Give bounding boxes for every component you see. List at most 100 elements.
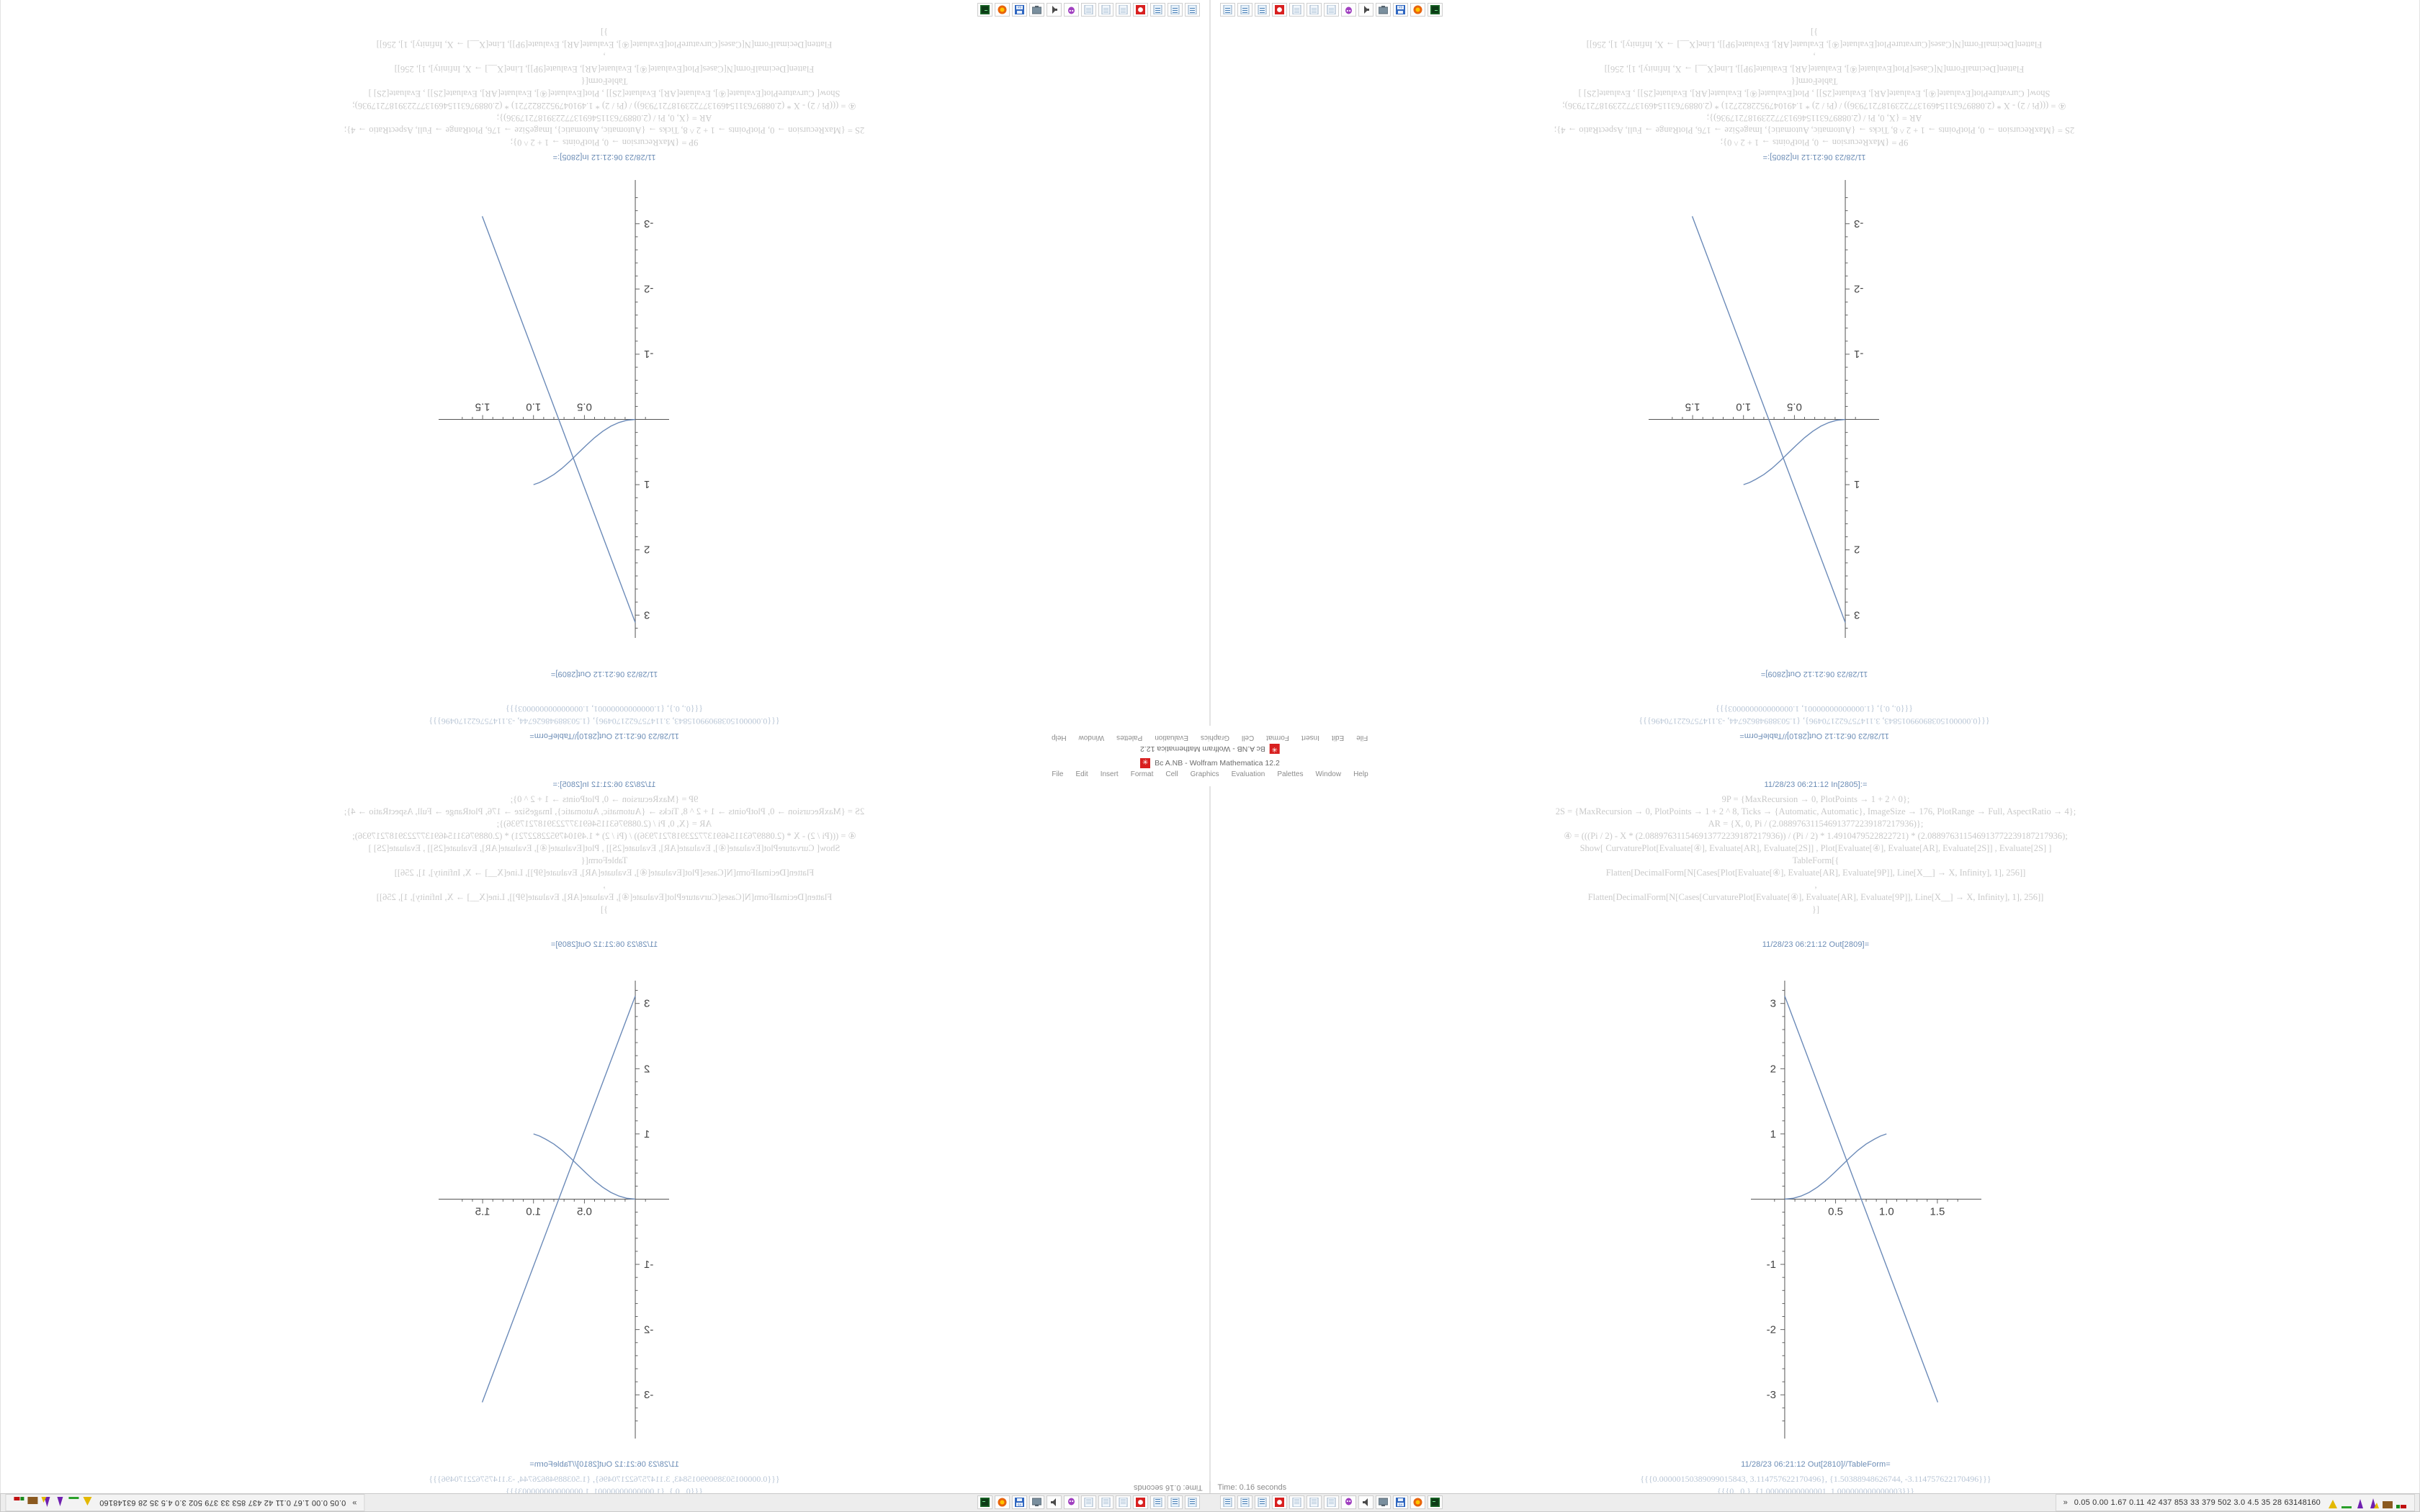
octopus-icon[interactable] — [1341, 1495, 1356, 1509]
in-code-cell-tr[interactable]: 11/28/23 06:21:12 In[2805]:= 9P = {MaxRe… — [1210, 26, 2419, 161]
menubar[interactable]: File Edit Insert Format Cell Graphics Evaluati… — [1052, 770, 1368, 778]
in-code-cell-bl[interactable]: 11/28/23 06:21:12 In[2805]:= 9P = {MaxRe… — [0, 780, 1209, 916]
floppy-64-icon[interactable]: 64 — [1012, 3, 1027, 17]
firefox-icon[interactable] — [1410, 3, 1425, 17]
document-icon[interactable] — [1098, 1495, 1113, 1509]
notebook-icon[interactable] — [1150, 1495, 1165, 1509]
notebook-icon[interactable] — [1220, 3, 1235, 17]
display-icon[interactable] — [1029, 3, 1044, 17]
document-icon[interactable] — [1081, 1495, 1096, 1509]
notebook-tl: 11/28/23 06:21:12 Out[2810]//TableForm= … — [0, 0, 1210, 756]
octopus-icon[interactable] — [1064, 1495, 1079, 1509]
document-icon[interactable] — [1081, 3, 1096, 17]
display-icon[interactable] — [1029, 1495, 1044, 1509]
y-tick-label: 3 — [644, 608, 650, 621]
notebook-icon[interactable] — [1168, 1495, 1183, 1509]
notebook-icon[interactable] — [1185, 3, 1200, 17]
notebook-icon[interactable] — [1255, 3, 1270, 17]
menu-item-graphics[interactable]: Graphics — [1201, 734, 1230, 742]
notebook-icon[interactable] — [1168, 3, 1183, 17]
series-curvatureplot-sigmoid- — [533, 418, 636, 485]
octopus-icon[interactable] — [1064, 3, 1079, 17]
document-icon[interactable] — [1289, 3, 1304, 17]
tray-mini-graphs — [13, 1496, 93, 1509]
speaker-icon[interactable] — [1047, 1495, 1062, 1509]
terminal-icon[interactable] — [977, 1495, 992, 1509]
menu-item-cell[interactable]: Cell — [1242, 734, 1255, 742]
notebook-icon[interactable] — [1185, 1495, 1200, 1509]
octopus-icon — [1068, 1498, 1075, 1505]
plot-graphics-tl[interactable]: 0.5 1.0 1.5 3 2 1 -1 -2 -3 — [431, 166, 734, 662]
display-icon — [1379, 1498, 1388, 1506]
notebook-icon[interactable] — [1255, 1495, 1270, 1509]
menu-item-window[interactable]: Window — [1078, 734, 1105, 742]
document-icon[interactable] — [1324, 1495, 1339, 1509]
firefox-icon[interactable] — [995, 3, 1010, 17]
notebook-icon[interactable] — [1237, 1495, 1252, 1509]
wolfram-icon — [1136, 5, 1145, 15]
notebook-icon[interactable] — [1150, 3, 1165, 17]
terminal-icon[interactable] — [1428, 3, 1443, 17]
code-line: 9P = {MaxRecursion → 0, PlotPoints → 1 +… — [510, 138, 699, 148]
menu-item-edit[interactable]: Edit — [1332, 734, 1345, 742]
firefox-icon[interactable] — [1410, 1495, 1425, 1509]
plot-graphics-br[interactable]: 0.5 1.0 1.5 3 2 1 -1 -2 -3 — [1686, 956, 1989, 1453]
menu-item-insert[interactable]: Insert — [1100, 770, 1119, 778]
menu-item-help[interactable]: Help — [1353, 770, 1368, 778]
taskbar-window-buttons-mirrored[interactable]: 64 64 — [897, 2, 1523, 18]
chevron-up-icon[interactable]: » — [352, 1498, 357, 1507]
terminal-icon[interactable] — [1428, 1495, 1443, 1509]
notebook-icon — [1170, 5, 1180, 15]
menu-item-edit[interactable]: Edit — [1075, 770, 1088, 778]
menu-item-graphics[interactable]: Graphics — [1190, 770, 1219, 778]
menu-item-format[interactable]: Format — [1266, 734, 1290, 742]
menu-item-palettes[interactable]: Palettes — [1116, 734, 1143, 742]
floppy-64-icon[interactable]: 64 — [1393, 1495, 1408, 1509]
plot-graphics-tr[interactable]: 0.5 1.0 1.5 3 2 1 -1 -2 -3 — [1641, 166, 1944, 662]
chevron-up-icon[interactable]: » — [2063, 1498, 2068, 1507]
in-code-cell-tl[interactable]: 11/28/23 06:21:12 In[2805]:= 9P = {MaxRe… — [0, 26, 1209, 161]
document-icon[interactable] — [1324, 3, 1339, 17]
document-icon[interactable] — [1116, 1495, 1131, 1509]
speaker-icon[interactable] — [1047, 3, 1062, 17]
menubar-mirrored[interactable]: File Edit Insert Format Cell Graphics Evaluati… — [1052, 734, 1368, 742]
wolfram-icon[interactable] — [1133, 3, 1148, 17]
notebook-icon[interactable] — [1220, 1495, 1235, 1509]
speaker-icon[interactable] — [1358, 1495, 1373, 1509]
document-icon[interactable] — [1116, 3, 1131, 17]
taskbar-window-buttons[interactable]: 64 64 — [897, 1494, 1523, 1510]
menu-item-file[interactable]: File — [1052, 770, 1064, 778]
menu-item-window[interactable]: Window — [1315, 770, 1342, 778]
bottom-tray-right[interactable]: » 0.05 0.00 1.67 0.11 42 437 853 33 379 … — [2055, 1494, 2415, 1511]
code-line: AR = {X, 0, Pi / (2.08897631154691377223… — [1706, 113, 1922, 123]
menu-item-format[interactable]: Format — [1130, 770, 1154, 778]
display-icon[interactable] — [1376, 3, 1391, 17]
document-icon[interactable] — [1289, 1495, 1304, 1509]
in-code-cell-br[interactable]: 11/28/23 06:21:12 In[2805]:= 9P = {MaxRe… — [1211, 780, 2420, 916]
menu-item-insert[interactable]: Insert — [1301, 734, 1320, 742]
wolfram-icon[interactable] — [1133, 1495, 1148, 1509]
menu-item-evaluation[interactable]: Evaluation — [1231, 770, 1265, 778]
document-icon[interactable] — [1307, 3, 1322, 17]
menu-item-evaluation[interactable]: Evaluation — [1155, 734, 1189, 742]
menu-item-palettes[interactable]: Palettes — [1277, 770, 1304, 778]
document-icon[interactable] — [1098, 3, 1113, 17]
wolfram-icon[interactable] — [1272, 3, 1287, 17]
speaker-icon[interactable] — [1358, 3, 1373, 17]
notebook-icon[interactable] — [1237, 3, 1252, 17]
document-icon[interactable] — [1307, 1495, 1322, 1509]
floppy-64-icon[interactable]: 64 — [1393, 3, 1408, 17]
plot-graphics-bl[interactable]: 0.5 1.0 1.5 3 2 1 -1 -2 -3 — [431, 956, 734, 1453]
code-line: 9P = {MaxRecursion → 0, PlotPoints → 1 +… — [510, 794, 699, 804]
menu-item-file[interactable]: File — [1356, 734, 1368, 742]
wolfram-icon[interactable] — [1272, 1495, 1287, 1509]
menu-item-cell[interactable]: Cell — [1165, 770, 1178, 778]
quadrant-bottom-left: 11/28/23 06:21:12 In[2805]:= 9P = {MaxRe… — [0, 756, 1210, 1512]
terminal-icon[interactable] — [977, 3, 992, 17]
bottom-tray-left[interactable]: » 0.05 0.00 1.67 0.11 42 437 853 33 379 … — [5, 1494, 365, 1511]
octopus-icon[interactable] — [1341, 3, 1356, 17]
menu-item-help[interactable]: Help — [1052, 734, 1067, 742]
floppy-64-icon[interactable]: 64 — [1012, 1495, 1027, 1509]
display-icon[interactable] — [1376, 1495, 1391, 1509]
firefox-icon[interactable] — [995, 1495, 1010, 1509]
